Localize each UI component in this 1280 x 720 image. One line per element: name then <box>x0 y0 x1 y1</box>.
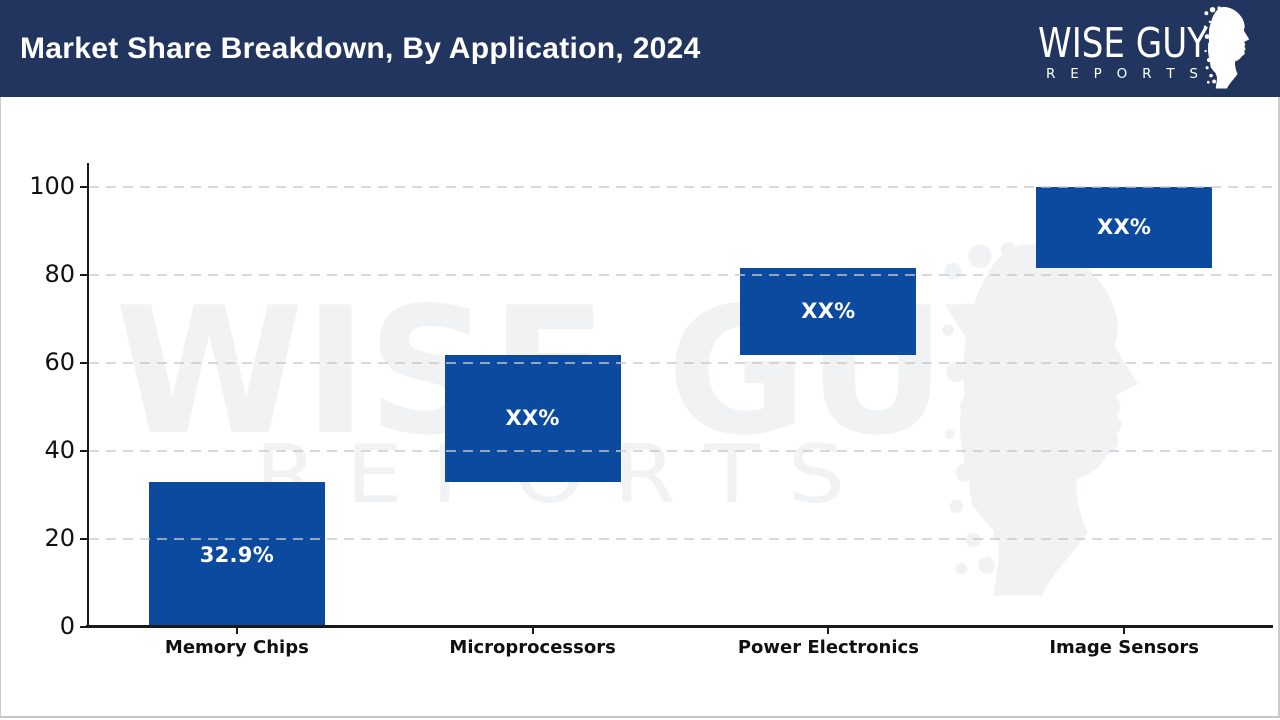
y-tick-80 <box>80 274 87 276</box>
y-tick-label-40: 40 <box>44 436 75 464</box>
wise-guy-logo: WISE GUY R E P O R T S <box>1038 6 1250 89</box>
x-tick-power-electronics <box>827 628 830 634</box>
category-label-microprocessors: Microprocessors <box>449 637 616 658</box>
canvas-border-left <box>0 97 1 717</box>
gridline-100 <box>89 186 1272 188</box>
y-tick-label-20: 20 <box>44 524 75 552</box>
category-label-memory-chips: Memory Chips <box>164 637 309 658</box>
gridline-80 <box>89 274 1272 276</box>
category-label-image-sensors: Image Sensors <box>1049 637 1199 658</box>
y-tick-100 <box>80 186 87 188</box>
gridline-20 <box>89 538 1272 540</box>
x-tick-image-sensors <box>1123 628 1126 634</box>
y-tick-60 <box>80 362 87 364</box>
bar-value-label: XX% <box>1096 215 1152 240</box>
logo-subline: R E P O R T S <box>1046 66 1198 82</box>
bar-memory-chips: 32.9% <box>148 482 325 627</box>
bar-value-label: 32.9% <box>199 542 275 567</box>
x-axis-line <box>86 625 1273 628</box>
y-axis-line <box>87 163 89 628</box>
canvas-border-right <box>1278 97 1280 717</box>
gridline-40 <box>89 450 1272 452</box>
x-tick-microprocessors <box>531 628 534 634</box>
y-tick-label-60: 60 <box>44 348 75 376</box>
bar-image-sensors: XX% <box>1036 187 1213 268</box>
header-banner: Market Share Breakdown, By Application, … <box>0 0 1280 97</box>
bar-power-electronics: XX% <box>740 267 917 355</box>
canvas-border-bottom <box>0 716 1280 718</box>
x-tick-memory-chips <box>235 628 238 634</box>
bar-value-label: XX% <box>505 406 560 431</box>
logo-face-icon <box>1203 6 1250 89</box>
page-title: Market Share Breakdown, By Application, … <box>20 31 701 65</box>
y-tick-20 <box>80 538 87 540</box>
logo-wordmark: WISE GUY <box>1038 19 1209 67</box>
bar-value-label: XX% <box>801 299 856 324</box>
y-tick-label-100: 100 <box>29 172 75 200</box>
y-tick-label-80: 80 <box>44 260 75 288</box>
bar-microprocessors: XX% <box>444 354 621 483</box>
category-label-power-electronics: Power Electronics <box>737 637 919 658</box>
y-tick-0 <box>80 626 87 628</box>
gridline-60 <box>89 362 1272 364</box>
plot-area: 0 20 40 60 80 100 32.9% Memory Chips XX% Micropro… <box>29 163 1273 658</box>
y-tick-40 <box>80 450 87 452</box>
y-tick-label-0: 0 <box>59 612 75 640</box>
